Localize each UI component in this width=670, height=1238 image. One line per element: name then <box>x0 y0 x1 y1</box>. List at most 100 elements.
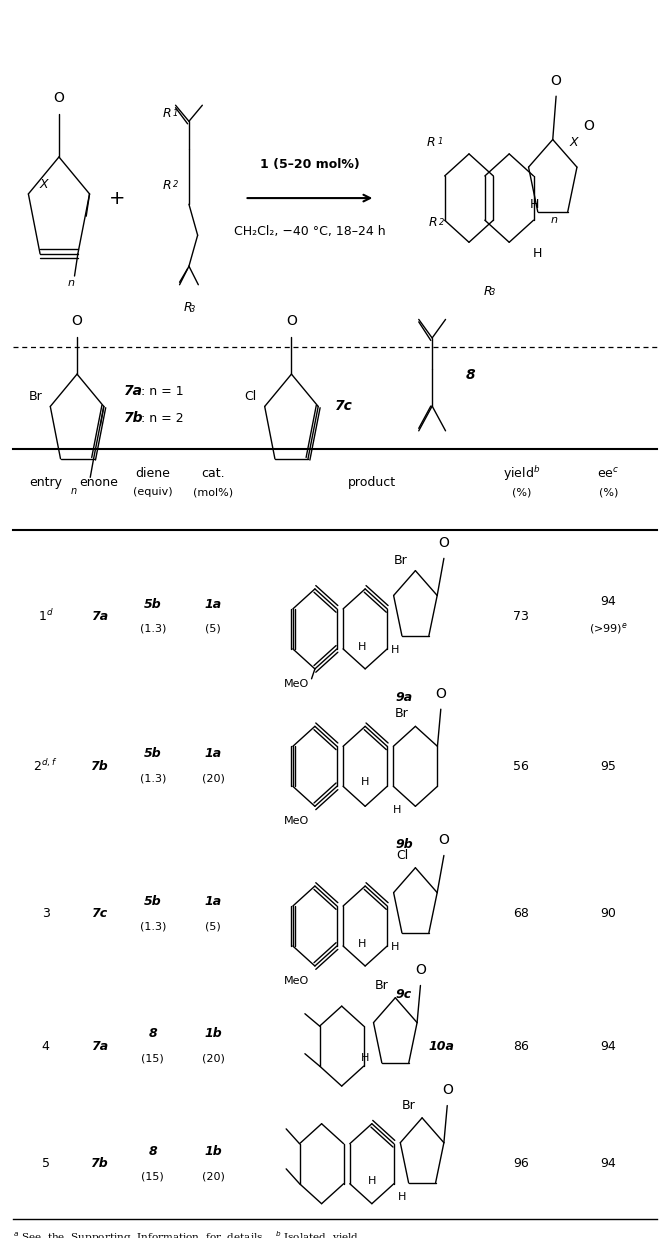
Text: enone: enone <box>80 475 119 489</box>
Text: (%): (%) <box>599 487 618 498</box>
Text: R: R <box>428 217 437 229</box>
Text: CH₂Cl₂, −40 °C, 18–24 h: CH₂Cl₂, −40 °C, 18–24 h <box>234 225 386 239</box>
Text: Br: Br <box>393 555 407 567</box>
Text: O: O <box>438 833 450 847</box>
Text: 94: 94 <box>600 1040 616 1052</box>
Text: 3: 3 <box>190 305 196 313</box>
Text: O: O <box>438 536 450 550</box>
Text: diene: diene <box>135 467 170 480</box>
Text: 96: 96 <box>513 1158 529 1170</box>
Text: (equiv): (equiv) <box>133 487 173 498</box>
Text: H: H <box>530 198 539 210</box>
Text: H: H <box>398 1192 406 1202</box>
Text: +: + <box>109 188 125 208</box>
Text: H: H <box>358 641 366 651</box>
Text: O: O <box>415 963 426 977</box>
Text: (5): (5) <box>205 921 221 931</box>
Text: 7b: 7b <box>90 760 108 773</box>
Text: MeO: MeO <box>284 976 310 985</box>
Text: 7b: 7b <box>124 411 143 426</box>
Text: yield$^{b}$: yield$^{b}$ <box>502 464 540 483</box>
Text: 10a: 10a <box>429 1040 455 1052</box>
Text: O: O <box>286 314 297 328</box>
Text: : n = 2: : n = 2 <box>141 412 184 425</box>
Text: n: n <box>551 215 557 225</box>
Text: O: O <box>442 1083 453 1097</box>
Text: R: R <box>162 180 171 192</box>
Text: (%): (%) <box>512 487 531 498</box>
Text: H: H <box>533 248 542 260</box>
Text: Br: Br <box>401 1099 415 1112</box>
Text: (1.3): (1.3) <box>139 774 166 784</box>
Text: (1.3): (1.3) <box>139 921 166 931</box>
Text: 1: 1 <box>173 109 178 118</box>
Text: 8: 8 <box>148 1028 157 1040</box>
Text: product: product <box>348 475 396 489</box>
Text: 1b: 1b <box>204 1028 222 1040</box>
Text: (20): (20) <box>202 774 224 784</box>
Text: R: R <box>484 285 492 298</box>
Text: 2: 2 <box>439 218 444 227</box>
Text: n: n <box>68 279 74 288</box>
Text: MeO: MeO <box>284 816 310 826</box>
Text: 7a: 7a <box>124 384 143 399</box>
Text: 1$^{d}$: 1$^{d}$ <box>38 609 54 624</box>
Text: Br: Br <box>29 390 42 404</box>
Text: 5b: 5b <box>144 748 161 760</box>
Text: O: O <box>436 687 446 701</box>
Text: 3: 3 <box>490 288 496 297</box>
Text: O: O <box>72 314 82 328</box>
Text: n: n <box>70 487 77 496</box>
Text: : n = 1: : n = 1 <box>141 385 184 397</box>
Text: O: O <box>54 90 64 105</box>
Text: Cl: Cl <box>397 849 409 862</box>
Text: 9b: 9b <box>395 838 413 852</box>
Text: 7c: 7c <box>335 399 353 413</box>
Text: (mol%): (mol%) <box>193 487 233 498</box>
Text: H: H <box>361 776 369 786</box>
Text: 2$^{d,f}$: 2$^{d,f}$ <box>34 759 58 774</box>
Text: Br: Br <box>375 979 389 992</box>
Text: H: H <box>393 805 401 815</box>
Text: H: H <box>361 1054 369 1063</box>
Text: (5): (5) <box>205 624 221 634</box>
Text: O: O <box>583 119 594 134</box>
Text: 7b: 7b <box>90 1158 108 1170</box>
Text: (15): (15) <box>141 1171 164 1181</box>
Text: 2: 2 <box>173 181 178 189</box>
Text: $^{a}$ See  the  Supporting  Information  for  details.   $^{b}$ Isolated  yield: $^{a}$ See the Supporting Information fo… <box>13 1229 362 1238</box>
Text: 1 (5–20 mol%): 1 (5–20 mol%) <box>261 157 360 171</box>
Text: 5: 5 <box>42 1158 50 1170</box>
Text: 9c: 9c <box>396 988 412 1002</box>
Text: (20): (20) <box>202 1171 224 1181</box>
Text: 94: 94 <box>600 595 616 608</box>
Text: H: H <box>391 942 399 952</box>
Text: MeO: MeO <box>284 678 310 688</box>
Text: X: X <box>570 136 578 149</box>
Text: R: R <box>162 108 171 120</box>
Text: 1a: 1a <box>204 598 222 610</box>
Text: (15): (15) <box>141 1054 164 1063</box>
Text: 7c: 7c <box>91 907 107 920</box>
Text: ee$^{c}$: ee$^{c}$ <box>597 467 620 480</box>
Text: 3: 3 <box>42 907 50 920</box>
Text: H: H <box>358 938 366 948</box>
Text: H: H <box>368 1176 376 1186</box>
Text: 8: 8 <box>148 1145 157 1158</box>
Text: 95: 95 <box>600 760 616 773</box>
Text: entry: entry <box>29 475 62 489</box>
Text: 8: 8 <box>466 368 475 383</box>
Text: 86: 86 <box>513 1040 529 1052</box>
Text: (20): (20) <box>202 1054 224 1063</box>
Text: 73: 73 <box>513 610 529 623</box>
Text: 9a: 9a <box>395 691 413 704</box>
Text: (>99)$^{e}$: (>99)$^{e}$ <box>589 621 628 636</box>
Text: (1.3): (1.3) <box>139 624 166 634</box>
Text: R: R <box>184 301 192 314</box>
Text: 68: 68 <box>513 907 529 920</box>
Text: X: X <box>39 177 48 191</box>
Text: cat.: cat. <box>201 467 225 480</box>
Text: O: O <box>551 73 561 88</box>
Text: Br: Br <box>395 707 409 721</box>
Text: 7a: 7a <box>90 1040 108 1052</box>
